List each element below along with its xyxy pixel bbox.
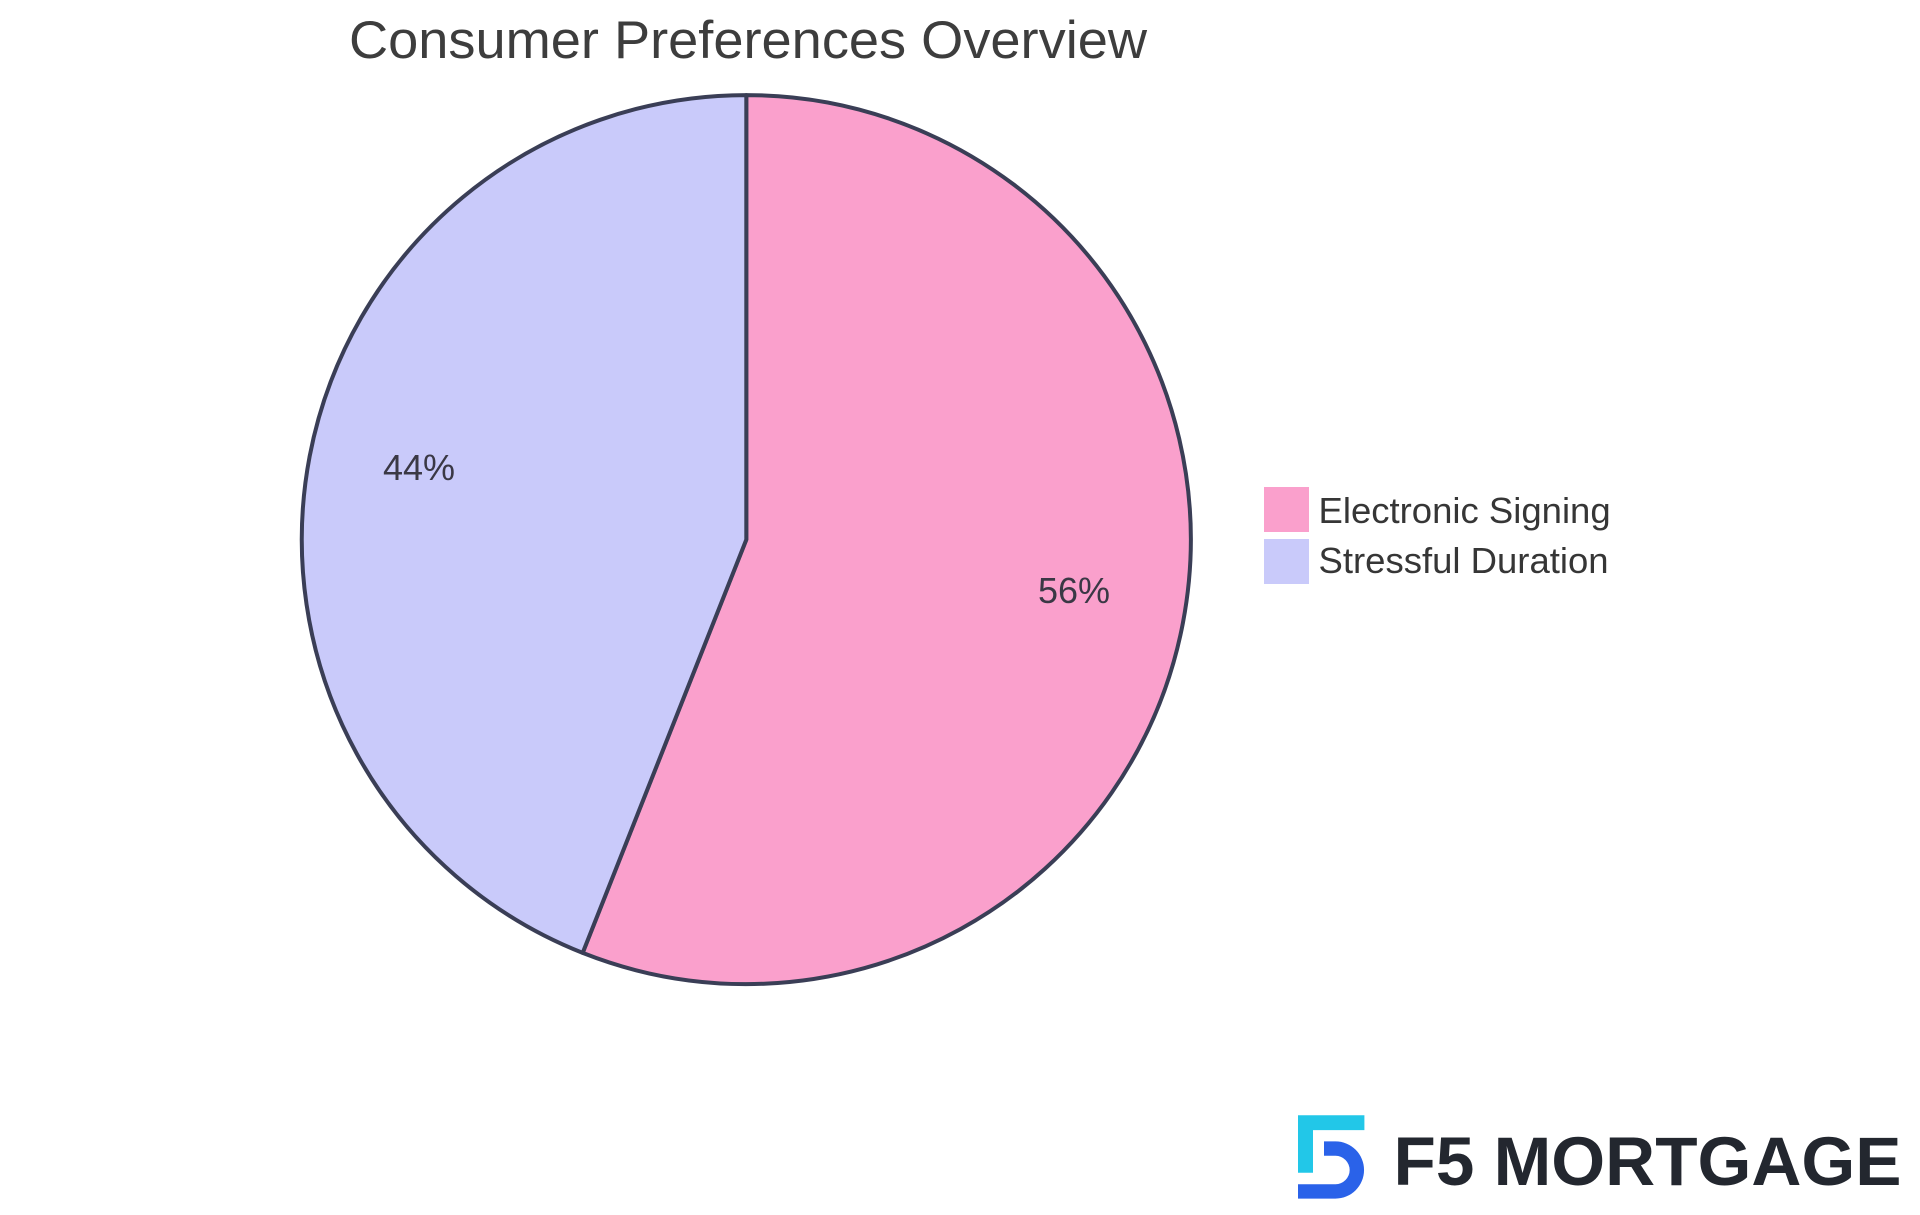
svg-text:Stressful Duration: Stressful Duration [1319,540,1609,581]
svg-text:Consumer Preferences Overview: Consumer Preferences Overview [349,11,1148,70]
svg-text:56%: 56% [1038,570,1110,611]
svg-text:44%: 44% [383,447,455,488]
svg-text:Electronic Signing: Electronic Signing [1319,490,1611,531]
svg-text:F5 MORTGAGE: F5 MORTGAGE [1394,1123,1902,1200]
